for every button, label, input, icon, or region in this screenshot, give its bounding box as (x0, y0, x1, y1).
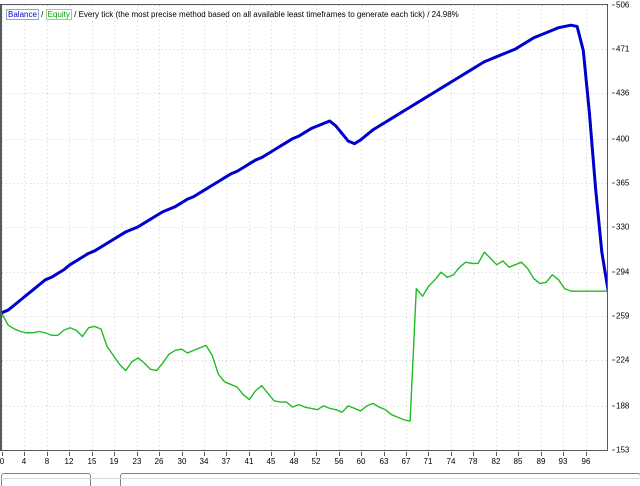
x-axis-tick (339, 452, 340, 456)
y-axis-label: 400 (616, 134, 630, 144)
x-axis-tick (451, 452, 452, 456)
x-axis-label: 52 (311, 457, 321, 466)
x-axis-label: 71 (423, 457, 433, 466)
y-axis-tick (612, 4, 615, 6)
y-axis-label: 365 (616, 178, 630, 188)
x-axis-label: 96 (581, 457, 591, 466)
x-axis-tick (473, 452, 474, 456)
chart-legend: Balance / Equity / Every tick (the most … (6, 9, 459, 20)
x-axis-label: 85 (513, 457, 523, 466)
x-axis-tick (204, 452, 205, 456)
chart-svg (2, 5, 607, 450)
x-axis-tick (496, 452, 497, 456)
x-axis-label: 93 (558, 457, 568, 466)
x-axis-label: 74 (446, 457, 456, 466)
x-axis-label: 89 (536, 457, 546, 466)
x-axis-tick (541, 452, 542, 456)
x-axis-label: 41 (244, 457, 254, 466)
y-axis-tick (612, 226, 615, 228)
x-axis-tick (316, 452, 317, 456)
x-axis-label: 82 (491, 457, 501, 466)
x-axis-label: 48 (289, 457, 299, 466)
x-axis-label: 8 (44, 457, 50, 466)
x-axis-label: 0 (0, 457, 5, 466)
x-axis-label: 60 (356, 457, 366, 466)
x-axis-label: 67 (401, 457, 411, 466)
legend-model-text: Every tick (the most precise method base… (78, 10, 425, 19)
y-axis-tick (612, 405, 615, 407)
y-axis-tick (612, 182, 615, 184)
x-axis-tick (361, 452, 362, 456)
x-axis-tick (226, 452, 227, 456)
x-axis-label: 45 (266, 457, 276, 466)
x-axis-tick (271, 452, 272, 456)
y-axis-tick (612, 359, 615, 361)
chart-plot-area: Balance / Equity / Every tick (the most … (0, 4, 608, 451)
x-axis-tick (24, 452, 25, 456)
legend-equity-label: Equity (45, 9, 72, 20)
x-axis-label: 37 (221, 457, 231, 466)
y-axis-label: 224 (616, 355, 630, 365)
x-axis-tick (137, 452, 138, 456)
chart-canvas (2, 5, 607, 450)
x-axis-label: 19 (109, 457, 119, 466)
x-axis-label: 34 (199, 457, 209, 466)
legend-separator-3: / (427, 10, 430, 19)
x-axis-tick (69, 452, 70, 456)
legend-modelling-quality: 24.98% (431, 10, 459, 19)
equity-line (2, 251, 607, 422)
x-axis-label: 23 (132, 457, 142, 466)
x-axis-tick (563, 452, 564, 456)
y-axis-label: 294 (616, 267, 630, 277)
x-axis-tick (182, 452, 183, 456)
x-axis-label: 30 (177, 457, 187, 466)
y-axis-label: 259 (616, 311, 630, 321)
x-axis-label: 4 (21, 457, 27, 466)
legend-balance-label: Balance (6, 9, 39, 20)
y-axis: 506 471 436 400 365 330 294 259 224 188 153 (612, 0, 640, 455)
x-axis-tick (159, 452, 160, 456)
x-axis-tick (92, 452, 93, 456)
y-axis-tick (612, 92, 615, 94)
x-axis-tick (428, 452, 429, 456)
x-axis-tick (249, 452, 250, 456)
y-axis-label: 471 (616, 44, 630, 54)
bottom-divider (0, 478, 640, 479)
y-axis-tick (612, 315, 615, 317)
legend-separator-1: / (41, 10, 44, 19)
x-axis: 0 4 8 12 15 19 23 26 30 34 37 41 45 48 52 56 60 63 67 71 74 7… (0, 452, 608, 474)
y-axis-tick (612, 48, 615, 50)
y-axis-tick (612, 138, 615, 140)
x-axis-tick (2, 452, 3, 456)
x-axis-label: 78 (468, 457, 478, 466)
y-axis-label: 330 (616, 222, 630, 232)
y-axis-label: 436 (616, 88, 630, 98)
balance-line (2, 23, 607, 315)
x-axis-tick (586, 452, 587, 456)
x-axis-label: 56 (334, 457, 344, 466)
y-axis-label: 153 (616, 445, 630, 455)
x-axis-tick (294, 452, 295, 456)
x-axis-tick (518, 452, 519, 456)
x-axis-tick (47, 452, 48, 456)
y-axis-tick (612, 271, 615, 273)
x-axis-label: 12 (64, 457, 74, 466)
y-axis-label: 188 (616, 401, 630, 411)
x-axis-tick (114, 452, 115, 456)
x-axis-tick (384, 452, 385, 456)
x-axis-tick (406, 452, 407, 456)
y-axis-label: 506 (616, 0, 630, 10)
y-axis-tick (612, 449, 615, 451)
legend-separator-2: / (74, 10, 77, 19)
x-axis-label: 26 (154, 457, 164, 466)
x-axis-label: 15 (87, 457, 97, 466)
x-axis-label: 63 (379, 457, 389, 466)
grid-horizontal-lines (2, 5, 607, 407)
